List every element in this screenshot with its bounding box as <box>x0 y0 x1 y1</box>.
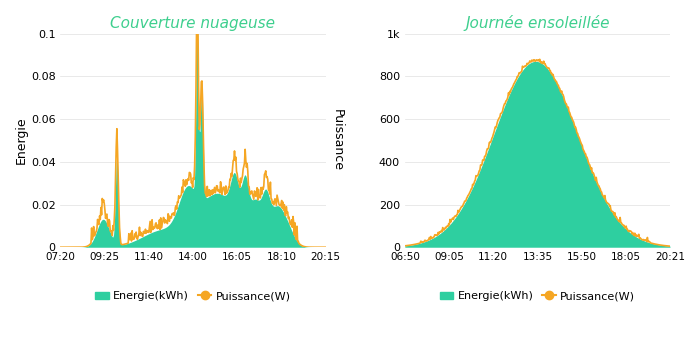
Y-axis label: Energie: Energie <box>15 117 28 164</box>
Title: Couverture nuageuse: Couverture nuageuse <box>111 16 276 31</box>
Y-axis label: Puissance: Puissance <box>331 109 344 171</box>
Legend: Energie(kWh), Puissance(W): Energie(kWh), Puissance(W) <box>91 287 295 306</box>
Title: Journée ensoleillée: Journée ensoleillée <box>466 15 610 31</box>
Legend: Energie(kWh), Puissance(W): Energie(kWh), Puissance(W) <box>435 287 640 306</box>
